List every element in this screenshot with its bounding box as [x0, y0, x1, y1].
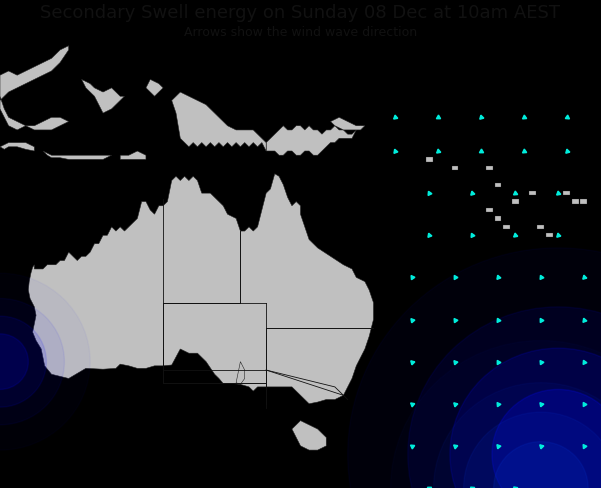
- Circle shape: [493, 442, 588, 488]
- Polygon shape: [292, 421, 326, 450]
- Polygon shape: [172, 92, 266, 151]
- Bar: [529, 191, 535, 195]
- Bar: [581, 200, 587, 203]
- Circle shape: [450, 348, 601, 488]
- Bar: [486, 166, 493, 170]
- Polygon shape: [146, 80, 163, 96]
- Bar: [495, 216, 501, 221]
- Bar: [572, 200, 579, 203]
- Polygon shape: [82, 80, 124, 113]
- Circle shape: [463, 412, 601, 488]
- Bar: [426, 157, 433, 162]
- Bar: [537, 224, 545, 229]
- Polygon shape: [0, 46, 69, 130]
- Bar: [451, 166, 459, 170]
- Bar: [495, 183, 501, 187]
- Polygon shape: [331, 117, 365, 130]
- Circle shape: [0, 299, 64, 425]
- Text: Secondary Swell energy on Sunday 08 Dec at 10am AEST: Secondary Swell energy on Sunday 08 Dec …: [40, 4, 561, 22]
- Bar: [503, 224, 510, 229]
- Bar: [511, 200, 519, 203]
- Polygon shape: [28, 174, 373, 404]
- Circle shape: [0, 316, 46, 407]
- Bar: [486, 208, 493, 212]
- Circle shape: [408, 307, 601, 488]
- Polygon shape: [43, 151, 112, 160]
- Bar: [546, 233, 553, 237]
- Polygon shape: [266, 126, 361, 155]
- Circle shape: [492, 389, 601, 488]
- Circle shape: [433, 383, 601, 488]
- Circle shape: [0, 334, 28, 389]
- Polygon shape: [0, 142, 34, 151]
- Bar: [563, 191, 570, 195]
- Text: Arrows show the wind wave direction: Arrows show the wind wave direction: [184, 26, 417, 39]
- Polygon shape: [120, 151, 146, 160]
